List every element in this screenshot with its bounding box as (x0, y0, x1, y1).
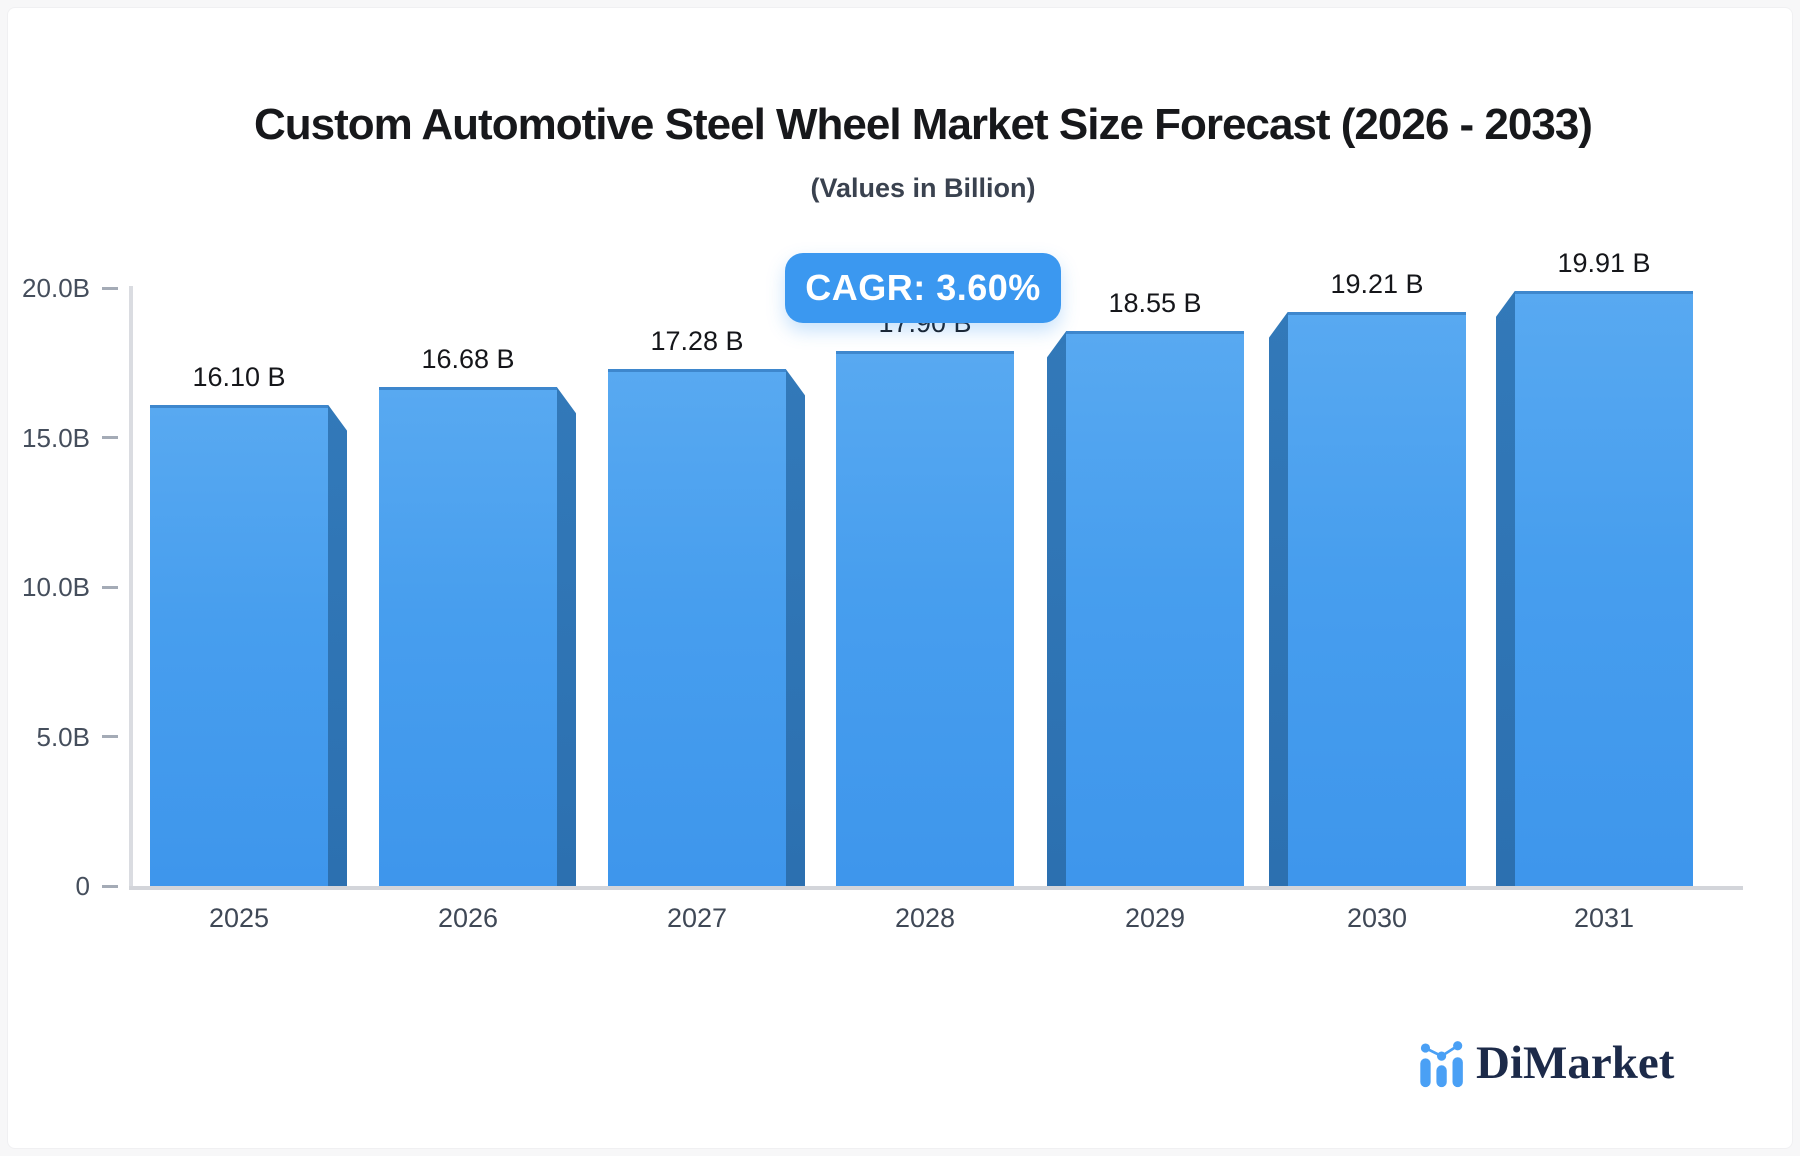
x-axis-tick-label: 2026 (437, 903, 499, 933)
bar-3d-bevel (786, 369, 805, 886)
y-axis-line (129, 286, 133, 886)
cagr-badge-label: CAGR: 3.60% (805, 267, 1041, 308)
bar-value-label: 16.10 B (192, 361, 286, 392)
bar-3d-bevel (1496, 290, 1515, 886)
bar-value-label: 19.21 B (1330, 268, 1424, 299)
x-axis-line (129, 886, 1743, 890)
x-axis-tick-label: 2031 (1573, 903, 1635, 933)
y-axis-tick-mark (102, 286, 118, 290)
bar-value-label: 19.91 B (1557, 247, 1651, 278)
bar[interactable] (1288, 311, 1466, 886)
bar-value-label: 16.68 B (421, 344, 515, 375)
bar[interactable] (150, 404, 328, 886)
bar[interactable] (379, 387, 557, 886)
y-axis-tick-label: 20.0B (22, 273, 90, 303)
bar-value-label: 17.28 B (650, 326, 744, 357)
bar-3d-bevel (1047, 331, 1066, 886)
x-axis-tick-label: 2027 (666, 903, 728, 933)
x-axis-tick-label: 2028 (894, 903, 956, 933)
y-axis-tick-label: 15.0B (22, 422, 90, 453)
y-axis-tick-mark (102, 884, 118, 888)
x-axis-tick-label: 2029 (1124, 903, 1186, 933)
chart-title: Custom Automotive Steel Wheel Market Siz… (254, 100, 1593, 149)
bar[interactable] (836, 350, 1014, 886)
cagr-badge: CAGR: 3.60% (785, 253, 1061, 323)
bar[interactable] (1066, 331, 1244, 886)
y-axis-tick-label: 5.0B (36, 721, 91, 752)
bar[interactable] (608, 369, 786, 886)
bar-chart-logo-icon (1420, 1041, 1463, 1088)
bar-3d-bevel (557, 387, 576, 886)
x-axis-tick-label: 2030 (1346, 903, 1408, 933)
x-axis-tick-label: 2025 (208, 903, 270, 933)
y-axis-tick-label: 0 (75, 871, 90, 901)
bar-3d-bevel (328, 404, 347, 886)
y-axis-tick-mark (102, 436, 118, 439)
chart-subtitle: (Values in Billion) (810, 173, 1036, 203)
y-axis-tick-mark (102, 585, 118, 589)
dimarket-logo: DiMarket (1418, 1038, 1674, 1088)
bar[interactable] (1515, 290, 1693, 886)
y-axis-tick-label: 10.0B (22, 572, 90, 602)
y-axis-tick-mark (102, 735, 118, 738)
bar-value-label: 18.55 B (1108, 288, 1202, 319)
bar-3d-bevel (1269, 311, 1288, 886)
dimarket-logo-text: DiMarket (1476, 1037, 1675, 1089)
